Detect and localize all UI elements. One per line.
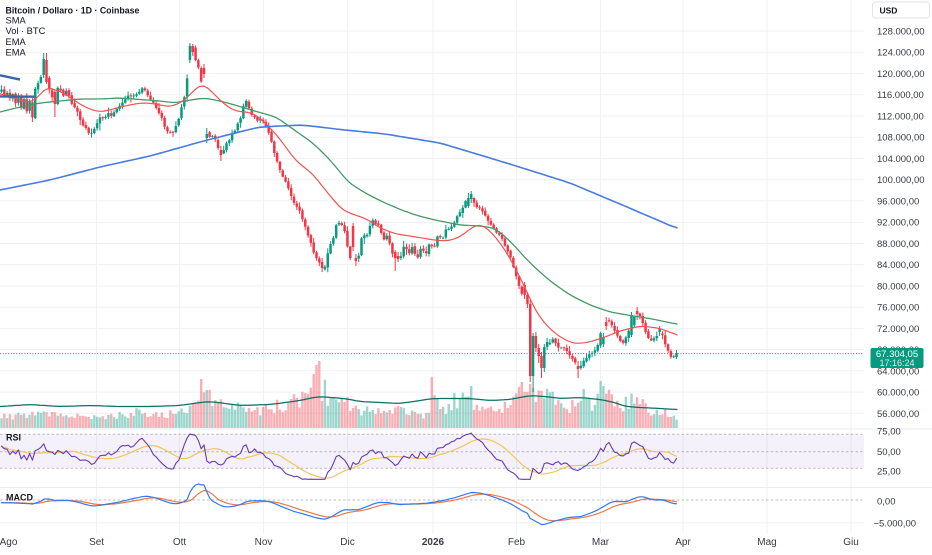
svg-text:Mar: Mar [592,537,610,548]
svg-text:128.000,00: 128.000,00 [877,26,925,37]
svg-text:92.000,00: 92.000,00 [877,218,919,229]
svg-text:Vol · BTC: Vol · BTC [6,26,46,36]
svg-text:USD: USD [880,5,898,15]
svg-text:116.000,00: 116.000,00 [877,90,924,101]
svg-text:96.000,00: 96.000,00 [877,196,919,207]
svg-text:Set: Set [89,537,104,548]
svg-text:25,00: 25,00 [877,467,901,478]
svg-text:120.000,00: 120.000,00 [877,69,925,80]
svg-text:Bitcoin / Dollaro · 1D · Coinb: Bitcoin / Dollaro · 1D · Coinbase [6,6,140,16]
svg-text:112.000,00: 112.000,00 [877,111,924,122]
svg-text:−5.000,00: −5.000,00 [874,518,917,529]
svg-text:RSI: RSI [6,432,21,442]
svg-text:104.000,00: 104.000,00 [877,154,925,165]
svg-text:EMA: EMA [6,47,27,57]
svg-text:50,00: 50,00 [877,447,901,458]
svg-text:Dic: Dic [340,537,354,548]
svg-text:100.000,00: 100.000,00 [877,175,925,186]
svg-text:17:16:24: 17:16:24 [879,358,914,368]
svg-text:Giu: Giu [843,537,859,548]
svg-text:56.000,00: 56.000,00 [877,409,919,420]
svg-text:108.000,00: 108.000,00 [877,133,925,144]
svg-text:80.000,00: 80.000,00 [877,281,919,292]
svg-text:SMA: SMA [6,16,27,26]
svg-text:Feb: Feb [508,537,526,548]
svg-text:Nov: Nov [255,537,273,548]
svg-text:0,00: 0,00 [877,496,896,507]
svg-text:Ott: Ott [173,537,187,548]
svg-text:Ago: Ago [0,537,18,548]
svg-text:60.000,00: 60.000,00 [877,388,919,399]
svg-text:84.000,00: 84.000,00 [877,260,919,271]
svg-text:Mag: Mag [757,537,776,548]
svg-text:EMA: EMA [6,37,27,47]
svg-text:75,00: 75,00 [877,427,901,438]
svg-text:MACD: MACD [6,492,33,502]
svg-text:72.000,00: 72.000,00 [877,324,919,335]
svg-text:76.000,00: 76.000,00 [877,303,919,314]
svg-text:2026: 2026 [422,537,445,548]
svg-text:Apr: Apr [675,537,691,548]
svg-text:88.000,00: 88.000,00 [877,239,919,250]
svg-text:124.000,00: 124.000,00 [877,48,925,59]
